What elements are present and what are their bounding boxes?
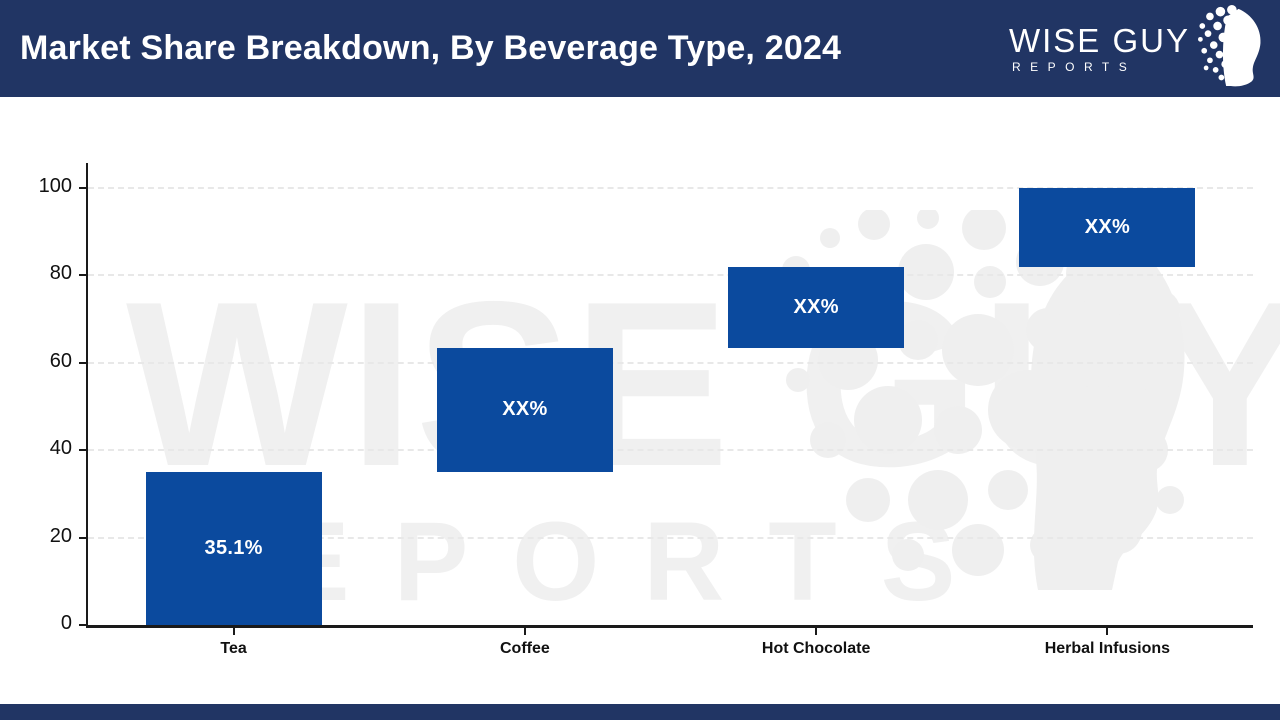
x-tick-mark [1106,628,1109,635]
footer-bar [0,704,1280,720]
dotted-head-profile-icon [1194,5,1264,92]
gridline [88,187,1253,189]
y-tick-mark [79,536,88,539]
y-tick-label: 40 [49,437,72,460]
y-tick-mark [79,361,88,364]
bar: XX% [436,347,613,472]
y-tick-mark [79,274,88,277]
y-tick-label: 100 [38,175,72,197]
bar: XX% [1019,188,1196,268]
x-axis-line [86,625,1253,628]
y-tick-label: 80 [49,262,72,285]
gridline [88,274,1253,277]
bar-value-label: XX% [1084,216,1131,239]
bar-value-label: XX% [502,398,548,421]
gridline [88,449,1253,452]
page-title: Market Share Breakdown, By Beverage Type… [20,29,842,67]
brand-logo: WISE GUY REPORTS [1009,5,1264,92]
y-tick-mark [79,624,88,626]
y-axis-line [86,163,88,628]
x-tick-mark [232,628,235,635]
bar: 35.1% [145,471,322,625]
brand-subname: REPORTS [1011,60,1137,74]
y-tick-mark [79,449,88,452]
watermark-head-icon [778,206,1198,595]
header-bar: Market Share Breakdown, By Beverage Type… [0,0,1280,97]
y-tick-label: 60 [49,349,72,372]
bar-value-label: XX% [793,295,839,318]
brand-logo-text: WISE GUY REPORTS [1009,24,1190,73]
x-axis-label: Tea [220,640,247,657]
x-axis-label: Hot Chocolate [761,640,871,657]
bar: XX% [728,267,905,348]
y-tick-label: 20 [49,524,72,547]
y-tick-label: 0 [60,612,72,634]
y-tick-mark [79,187,88,189]
x-axis-label: Coffee [499,640,550,657]
x-tick-mark [523,628,526,635]
x-axis-label: Herbal Infusions [1044,640,1171,657]
gridline [88,361,1253,364]
x-tick-mark [815,628,818,635]
bar-value-label: 35.1% [204,536,263,559]
brand-name: WISE GUY [1008,22,1190,59]
gridline [88,536,1253,539]
